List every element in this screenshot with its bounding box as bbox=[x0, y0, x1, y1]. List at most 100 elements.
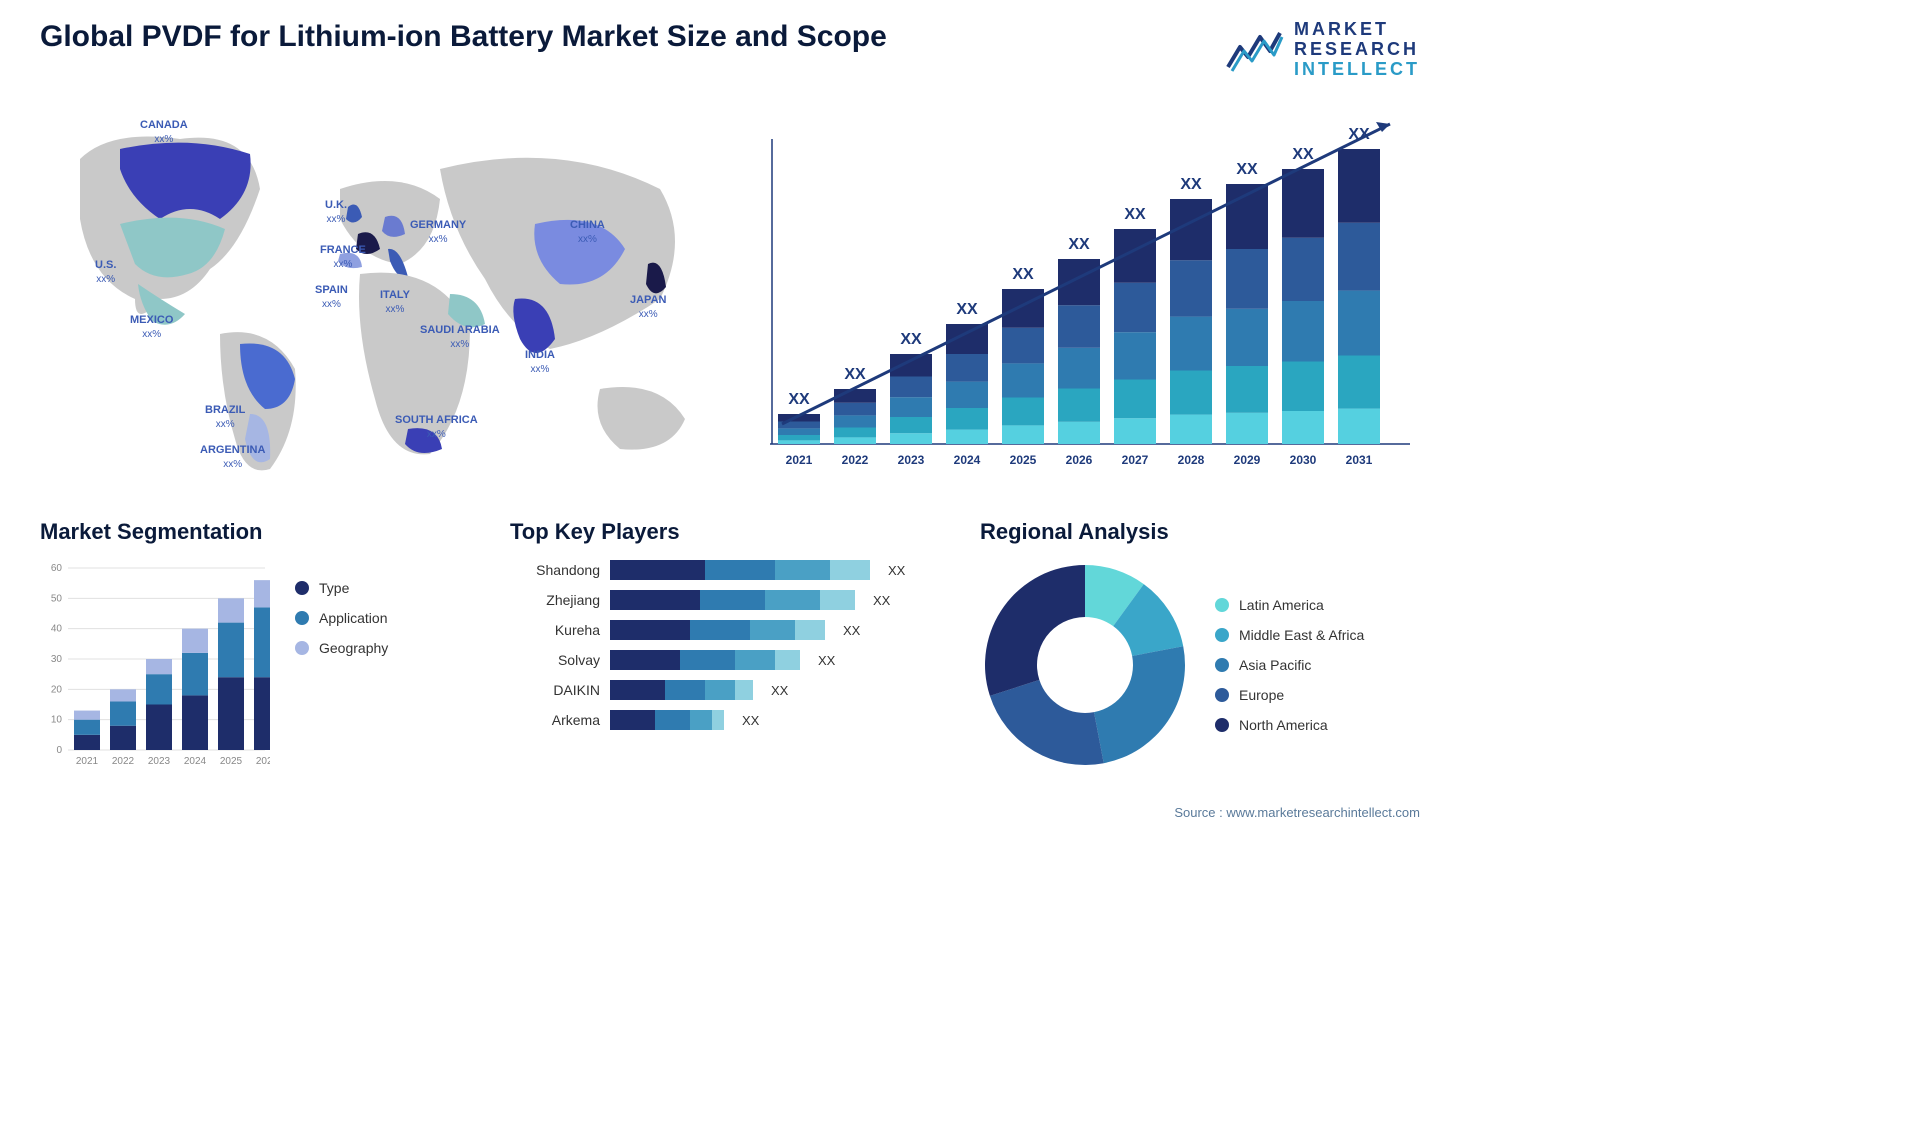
key-players-panel: Top Key Players ShandongXXZhejiangXXKure… bbox=[510, 519, 950, 780]
segmentation-chart: 0102030405060202120222023202420252026 bbox=[40, 560, 270, 770]
player-value: XX bbox=[771, 683, 788, 698]
svg-text:2023: 2023 bbox=[148, 756, 171, 767]
player-name: Arkema bbox=[510, 712, 600, 728]
logo-text: MARKET RESEARCH INTELLECT bbox=[1294, 20, 1420, 79]
map-country-label: GERMANYxx% bbox=[410, 219, 466, 245]
regional-legend-item: North America bbox=[1215, 717, 1364, 733]
svg-text:2026: 2026 bbox=[256, 756, 270, 767]
logo-line-2: RESEARCH bbox=[1294, 40, 1420, 60]
map-country-label: U.S.xx% bbox=[95, 259, 116, 285]
svg-text:XX: XX bbox=[1180, 176, 1202, 193]
map-country-label: ARGENTINAxx% bbox=[200, 444, 265, 470]
map-country-label: SAUDI ARABIAxx% bbox=[420, 324, 500, 350]
player-bar bbox=[610, 590, 855, 610]
player-row: ArkemaXX bbox=[510, 710, 910, 730]
header: Global PVDF for Lithium-ion Battery Mark… bbox=[40, 20, 1420, 79]
player-name: Shandong bbox=[510, 562, 600, 578]
svg-text:60: 60 bbox=[51, 563, 63, 574]
map-country-label: ITALYxx% bbox=[380, 289, 410, 315]
source-url: www.marketresearchintellect.com bbox=[1226, 805, 1420, 820]
svg-text:XX: XX bbox=[788, 391, 810, 408]
segmentation-legend-item: Type bbox=[295, 580, 388, 596]
regional-legend-item: Europe bbox=[1215, 687, 1364, 703]
regional-legend: Latin AmericaMiddle East & AfricaAsia Pa… bbox=[1215, 597, 1364, 733]
map-country-label: CANADAxx% bbox=[140, 119, 188, 145]
world-map-panel: CANADAxx% U.S.xx% MEXICOxx% BRAZILxx% ARGENT… bbox=[40, 99, 720, 479]
svg-text:XX: XX bbox=[1012, 266, 1034, 283]
player-bar bbox=[610, 710, 724, 730]
player-value: XX bbox=[873, 593, 890, 608]
svg-text:2024: 2024 bbox=[954, 453, 981, 467]
segmentation-legend: Type Application Geography bbox=[295, 580, 388, 656]
segmentation-legend-item: Application bbox=[295, 610, 388, 626]
player-value: XX bbox=[888, 563, 905, 578]
svg-text:XX: XX bbox=[900, 331, 922, 348]
player-value: XX bbox=[818, 653, 835, 668]
player-row: Shandong XX bbox=[510, 560, 910, 580]
svg-text:40: 40 bbox=[51, 624, 63, 635]
source-attribution: Source : www.marketresearchintellect.com bbox=[40, 805, 1420, 820]
player-bar bbox=[610, 680, 753, 700]
svg-text:2027: 2027 bbox=[1122, 453, 1149, 467]
regional-donut bbox=[980, 560, 1190, 770]
player-row: Solvay XX bbox=[510, 650, 910, 670]
player-row: Kureha XX bbox=[510, 620, 910, 640]
logo-line-3: INTELLECT bbox=[1294, 60, 1420, 80]
map-country-label: SOUTH AFRICAxx% bbox=[395, 414, 478, 440]
svg-text:2021: 2021 bbox=[76, 756, 99, 767]
brand-logo: MARKET RESEARCH INTELLECT bbox=[1226, 20, 1420, 79]
segmentation-legend-item: Geography bbox=[295, 640, 388, 656]
logo-line-1: MARKET bbox=[1294, 20, 1420, 40]
growth-chart-panel: 2021XX2022XX2023XX2024XX2025XX2026XX2027… bbox=[760, 99, 1420, 479]
player-name: Zhejiang bbox=[510, 592, 600, 608]
svg-text:50: 50 bbox=[51, 594, 63, 605]
top-row: CANADAxx% U.S.xx% MEXICOxx% BRAZILxx% ARGENT… bbox=[40, 99, 1420, 479]
svg-text:2022: 2022 bbox=[112, 756, 135, 767]
regional-panel: Regional Analysis Latin America Middle Ea… bbox=[980, 519, 1420, 780]
svg-text:30: 30 bbox=[51, 654, 63, 665]
svg-text:2025: 2025 bbox=[1010, 453, 1037, 467]
svg-text:10: 10 bbox=[51, 715, 63, 726]
regional-legend-item: Latin America bbox=[1215, 597, 1364, 613]
player-name: Solvay bbox=[510, 652, 600, 668]
player-bar bbox=[610, 620, 825, 640]
map-country-label: JAPANxx% bbox=[630, 294, 666, 320]
growth-chart: 2021XX2022XX2023XX2024XX2025XX2026XX2027… bbox=[760, 99, 1420, 479]
map-country-label: SPAINxx% bbox=[315, 284, 348, 310]
svg-text:XX: XX bbox=[844, 366, 866, 383]
svg-text:2029: 2029 bbox=[1234, 453, 1261, 467]
svg-text:XX: XX bbox=[1068, 236, 1090, 253]
svg-text:20: 20 bbox=[51, 685, 63, 696]
player-row: Zhejiang XX bbox=[510, 590, 910, 610]
svg-text:2023: 2023 bbox=[898, 453, 925, 467]
bottom-row: Market Segmentation 0 10 20 30 40 50 60 2021 202… bbox=[40, 519, 1420, 780]
map-country-label: FRANCExx% bbox=[320, 244, 366, 270]
key-players-title: Top Key Players bbox=[510, 519, 950, 545]
svg-text:XX: XX bbox=[1236, 161, 1258, 178]
map-country-label: BRAZILxx% bbox=[205, 404, 245, 430]
svg-text:XX: XX bbox=[1292, 146, 1314, 163]
page-title: Global PVDF for Lithium-ion Battery Mark… bbox=[40, 20, 887, 54]
svg-text:0: 0 bbox=[56, 745, 62, 756]
key-players-chart: ShandongXXZhejiangXXKurehaXXSolvayXXDAIK… bbox=[510, 560, 910, 780]
player-name: DAIKIN bbox=[510, 682, 600, 698]
source-label: Source : bbox=[1174, 805, 1226, 820]
map-country-label: CHINAxx% bbox=[570, 219, 605, 245]
regional-title: Regional Analysis bbox=[980, 519, 1420, 545]
player-row: DAIKIN XX bbox=[510, 680, 910, 700]
svg-text:2024: 2024 bbox=[184, 756, 207, 767]
player-value: XX bbox=[843, 623, 860, 638]
svg-text:2028: 2028 bbox=[1178, 453, 1205, 467]
svg-text:2030: 2030 bbox=[1290, 453, 1317, 467]
map-country-label: U.K.xx% bbox=[325, 199, 347, 225]
svg-text:XX: XX bbox=[1124, 206, 1146, 223]
regional-legend-item: Middle East & Africa bbox=[1215, 627, 1364, 643]
svg-text:2031: 2031 bbox=[1346, 453, 1373, 467]
segmentation-title: Market Segmentation bbox=[40, 519, 480, 545]
player-bar bbox=[610, 650, 800, 670]
map-country-label: INDIAxx% bbox=[525, 349, 555, 375]
svg-text:XX: XX bbox=[956, 301, 978, 318]
svg-text:2026: 2026 bbox=[1066, 453, 1093, 467]
map-country-label: MEXICOxx% bbox=[130, 314, 173, 340]
player-name: Kureha bbox=[510, 622, 600, 638]
